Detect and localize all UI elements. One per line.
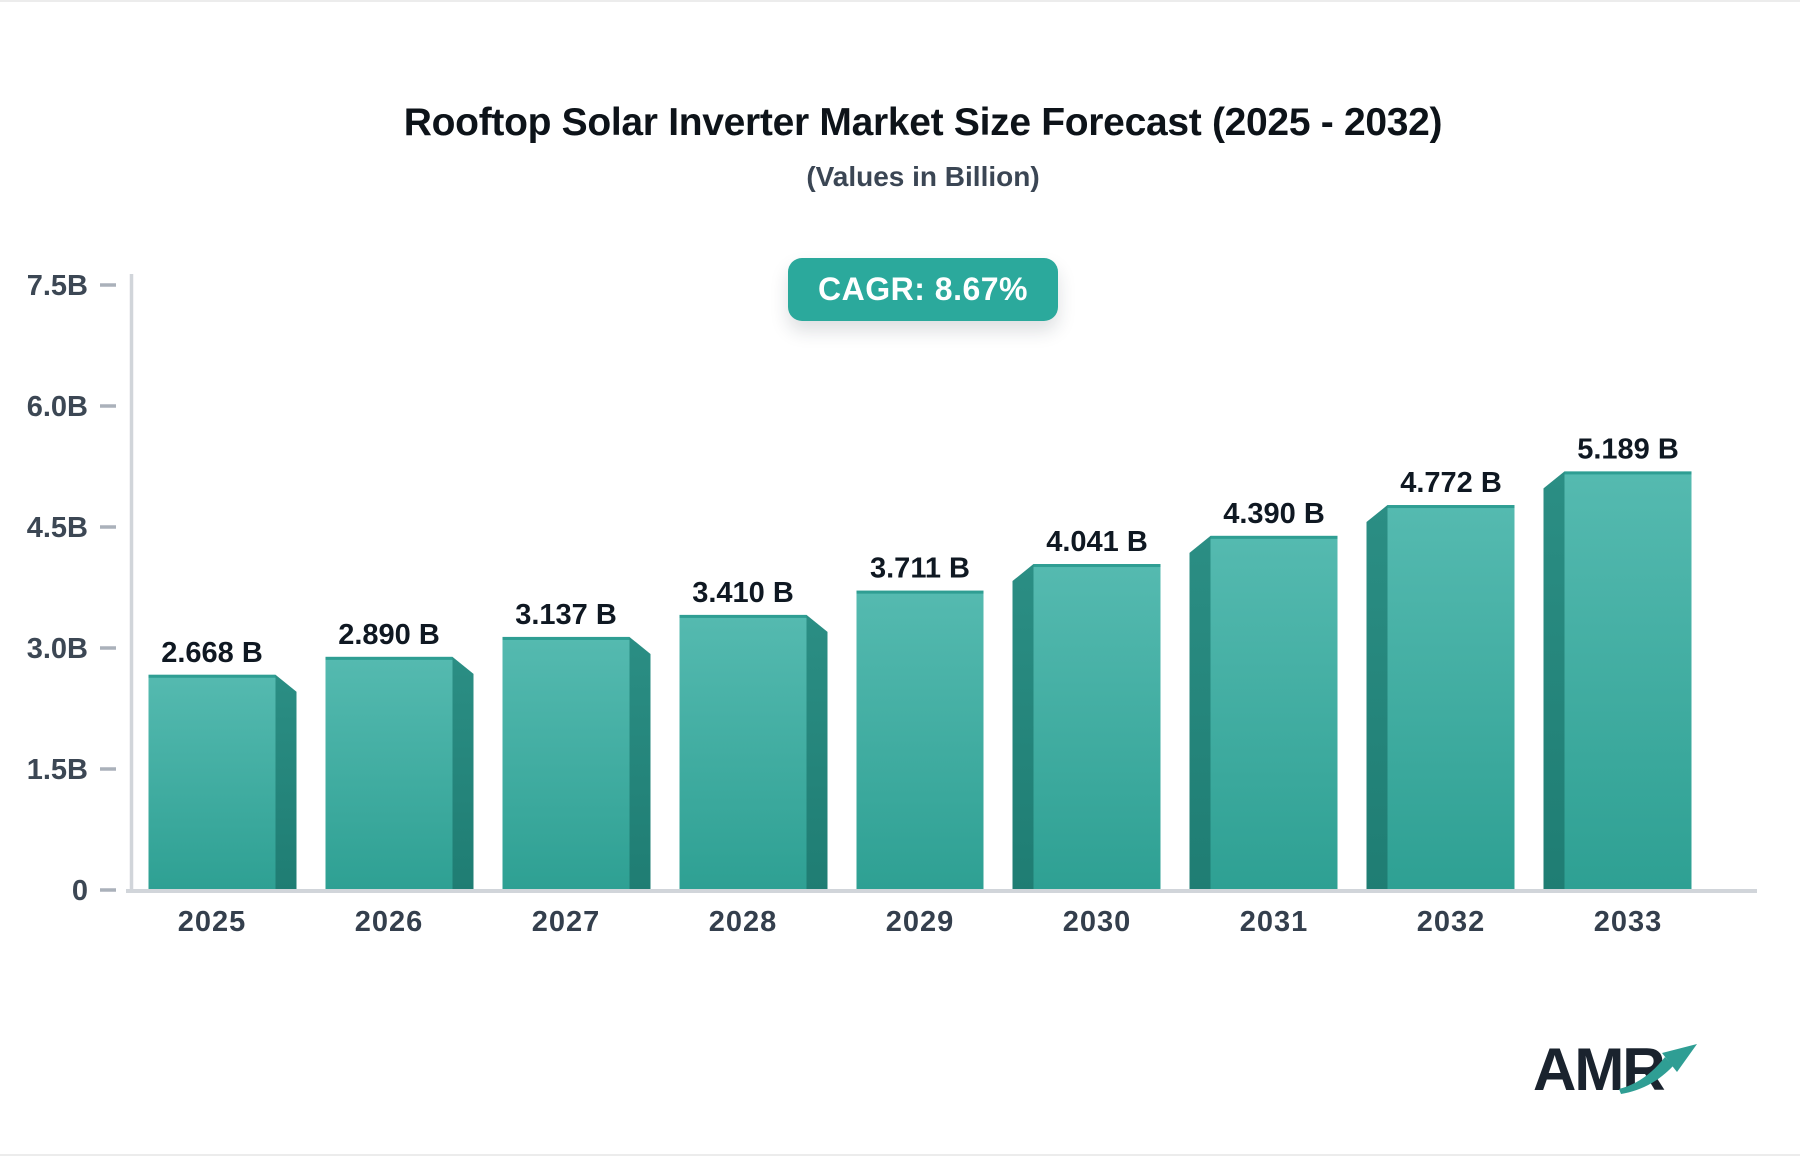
x-axis-label: 2028 [709, 906, 778, 938]
bar-value-label: 4.772 B [1400, 467, 1502, 499]
amr-logo: AMR [1533, 1040, 1708, 1106]
bar-face [502, 636, 630, 890]
bar-side [452, 656, 474, 890]
bar-top-edge [1564, 471, 1692, 475]
bar-group-2026: 2.890 B [325, 619, 474, 890]
bar-top-edge [1210, 535, 1338, 539]
bar-side [1366, 505, 1388, 890]
x-axis-label: 2029 [886, 906, 955, 938]
bar-value-label: 4.041 B [1046, 526, 1148, 558]
bar-value-label: 2.890 B [338, 619, 440, 651]
x-axis-label: 2025 [178, 906, 247, 938]
x-axis-label: 2027 [532, 906, 601, 938]
bar-face [1564, 471, 1692, 890]
bar-group-2028: 3.410 B [679, 577, 828, 890]
bar-top-edge [1033, 564, 1161, 568]
bar-group-2031: 4.390 B [1189, 498, 1338, 890]
bar-side [629, 636, 651, 890]
bar-top-edge [679, 614, 807, 618]
bar-group-2025: 2.668 B [148, 637, 297, 890]
bar-value-label: 3.410 B [692, 577, 794, 609]
bar-side [1189, 535, 1211, 890]
amr-logo-text: AMR [1533, 1036, 1666, 1103]
bar-value-label: 2.668 B [161, 637, 263, 669]
y-tick-label: 4.5B [27, 512, 88, 544]
bar-face [856, 590, 984, 890]
bar-face [1387, 505, 1515, 890]
bar-group-2033: 5.189 B [1543, 433, 1692, 890]
bar-top-edge [325, 656, 453, 660]
bar-face [679, 614, 807, 890]
y-tick-label: 0 [72, 875, 88, 907]
chart-title: Rooftop Solar Inverter Market Size Forec… [403, 101, 1443, 144]
bar-top-edge [856, 590, 984, 594]
cagr-badge-wrap: CAGR: 8.67% [46, 258, 1800, 321]
bar-value-label: 3.137 B [515, 599, 617, 631]
bar-face [325, 656, 453, 890]
x-axis-label: 2031 [1240, 906, 1309, 938]
bar-value-label: 3.711 B [870, 553, 970, 585]
bar-side [1012, 564, 1034, 890]
bar-top-edge [1387, 505, 1515, 509]
x-axis-label: 2026 [355, 906, 424, 938]
cagr-badge: CAGR: 8.67% [788, 258, 1058, 321]
chart-subtitle: (Values in Billion) [806, 161, 1040, 192]
y-tick-label: 1.5B [27, 754, 88, 786]
bar-face [148, 674, 276, 890]
bar-value-label: 4.390 B [1223, 498, 1325, 530]
x-axis-label: 2033 [1594, 906, 1663, 938]
y-tick-label: 3.0B [27, 633, 88, 665]
growth-arrow-icon [1619, 1044, 1697, 1094]
bar-top-edge [502, 636, 630, 640]
y-tick-label: 6.0B [27, 391, 88, 423]
bar-side [1543, 471, 1565, 890]
bar-group-2032: 4.772 B [1366, 467, 1515, 890]
bar-face [1210, 535, 1338, 890]
bar-side [275, 674, 297, 890]
bar-side [806, 614, 828, 890]
bar-group-2027: 3.137 B [502, 599, 651, 890]
bar-value-label: 5.189 B [1577, 433, 1679, 465]
bar-top-edge [148, 674, 276, 678]
bar-group-2029: 3.711 B [856, 553, 984, 890]
y-tick-label: 7.5B [27, 270, 88, 302]
bar-group-2030: 4.041 B [1012, 526, 1161, 890]
x-axis-label: 2032 [1417, 906, 1486, 938]
bar-face [1033, 564, 1161, 890]
x-axis-label: 2030 [1063, 906, 1132, 938]
